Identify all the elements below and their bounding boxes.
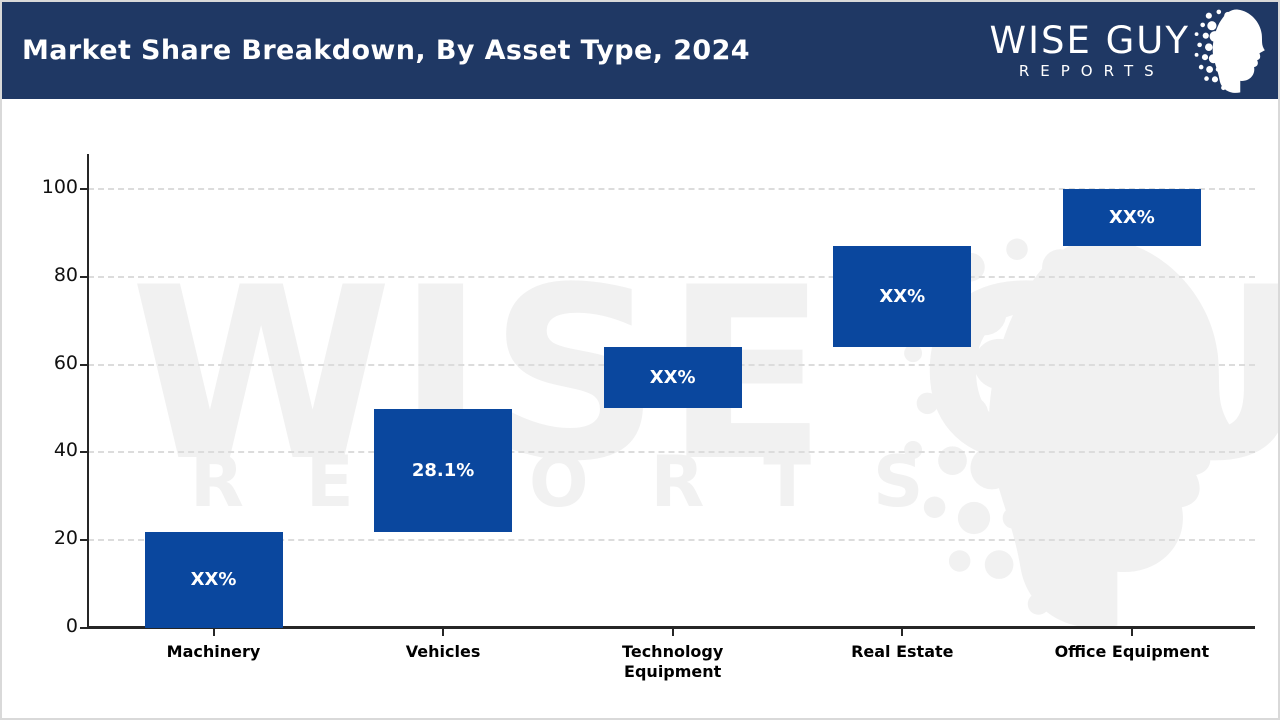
bar-office-equipment: XX% [1062, 189, 1201, 247]
x-tickmark-2 [671, 628, 674, 636]
chart-canvas: WISE GUY REPORTS 020406080100XX%Machiner… [2, 99, 1278, 718]
y-tickmark-60 [80, 363, 88, 366]
bar-value-label: XX% [649, 367, 696, 389]
y-tickmark-0 [80, 627, 88, 629]
y-tick-label-20: 20 [53, 527, 78, 550]
bar-value-label: XX% [1108, 207, 1155, 229]
brand-logo-text: WISE GUY REPORTS [990, 22, 1190, 80]
brand-subtitle: REPORTS [1018, 61, 1165, 80]
gridline-80 [88, 275, 1255, 278]
y-tickmark-20 [80, 539, 88, 542]
category-label-0: Machinery [166, 642, 261, 661]
category-label-3: Real Estate [851, 642, 954, 661]
y-tick-label-80: 80 [53, 263, 78, 286]
brand-name: WISE GUY [989, 18, 1190, 62]
brand-logo: WISE GUY REPORTS [990, 5, 1274, 97]
gridline-40 [88, 451, 1255, 454]
y-tickmark-100 [80, 188, 88, 190]
bar-value-label: XX% [190, 569, 237, 591]
bar-machinery: XX% [144, 531, 283, 628]
y-tickmark-40 [80, 451, 88, 454]
gridline-20 [88, 539, 1255, 542]
y-axis-line [87, 154, 89, 628]
y-tick-label-0: 0 [65, 615, 78, 637]
brand-head-icon [1194, 9, 1265, 93]
bar-vehicles: 28.1% [374, 408, 513, 532]
x-tickmark-4 [1130, 628, 1133, 636]
y-tick-label-100: 100 [41, 176, 78, 198]
header-bar: Market Share Breakdown, By Asset Type, 2… [2, 2, 1278, 99]
y-tick-label-60: 60 [53, 351, 78, 374]
category-label-4: Office Equipment [1054, 642, 1210, 661]
x-tickmark-3 [901, 628, 904, 636]
x-axis-line [88, 626, 1255, 629]
category-label-1: Vehicles [405, 642, 481, 661]
x-tickmark-1 [442, 628, 445, 636]
y-tick-label-40: 40 [53, 439, 78, 462]
bar-value-label: 28.1% [411, 459, 475, 481]
category-label-2: Technology Equipment [622, 642, 724, 681]
y-tickmark-80 [80, 275, 88, 278]
bar-real-estate: XX% [833, 246, 972, 348]
watermark-brand-subtitle: REPORTS [190, 441, 986, 523]
gridline-100 [88, 188, 1255, 190]
page-title: Market Share Breakdown, By Asset Type, 2… [22, 35, 750, 66]
x-tickmark-0 [212, 628, 215, 636]
bar-value-label: XX% [879, 286, 926, 308]
bar-technology-equipment: XX% [603, 347, 742, 409]
